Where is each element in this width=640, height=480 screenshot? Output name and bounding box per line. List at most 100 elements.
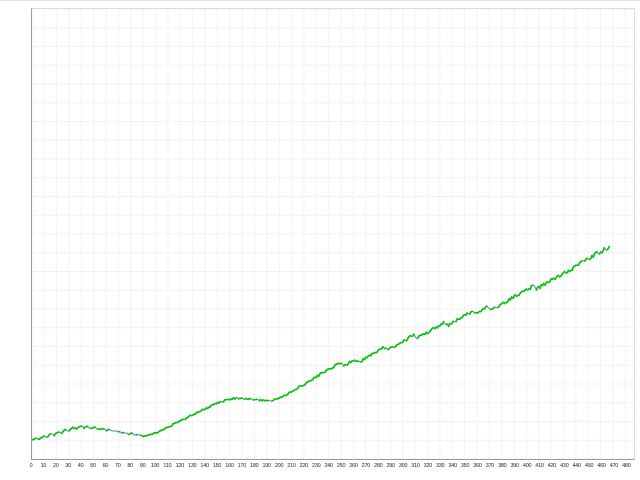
equity-segment-up — [424, 331, 428, 336]
equity-segment-up — [451, 320, 455, 324]
equity-segment-up — [254, 398, 258, 401]
equity-segment-up — [481, 308, 484, 312]
x-axis-tick-label: 450 — [584, 463, 594, 469]
x-axis-tick-label: 440 — [572, 463, 582, 469]
x-axis-tick-label: 40 — [77, 463, 84, 469]
equity-segment-up — [607, 245, 611, 250]
x-axis-tick-label: 220 — [299, 463, 309, 469]
equity-segment-up — [434, 326, 438, 330]
equity-segment-up — [161, 428, 164, 432]
equity-segment-up — [598, 251, 602, 255]
x-axis-tick-label: 20 — [52, 463, 59, 469]
equity-segment-up — [556, 274, 560, 277]
equity-segment-up — [167, 425, 171, 429]
equity-segment-up — [204, 407, 208, 411]
x-axis-tick-label: 470 — [609, 463, 619, 469]
equity-segment-up — [551, 277, 555, 281]
x-axis-tick-label: 210 — [287, 463, 296, 469]
x-axis-tick-label: 0 — [29, 463, 33, 469]
equity-segment-up — [507, 297, 510, 303]
equity-segment-up — [339, 362, 342, 365]
equity-segment-up — [484, 305, 488, 308]
x-axis-tick-label: 120 — [175, 463, 185, 469]
x-axis-tick-label: 330 — [436, 463, 445, 469]
equity-segment-up — [492, 306, 496, 310]
equity-segment-up — [436, 324, 440, 329]
equity-segment-up — [465, 312, 468, 317]
plot-area — [31, 8, 635, 460]
equity-segment-up — [549, 277, 552, 283]
x-axis-tick-label: 60 — [102, 463, 109, 469]
x-axis-tick-label: 140 — [200, 463, 209, 469]
x-axis-tick-label: 400 — [522, 463, 532, 469]
x-axis-tick-label: 250 — [336, 463, 346, 469]
equity-segment-up — [541, 282, 545, 287]
x-axis-tick-label: 270 — [361, 463, 371, 469]
equity-segment-up — [304, 381, 308, 386]
equity-segment-up — [212, 402, 216, 406]
equity-segment-up — [383, 347, 387, 350]
x-axis-tick-label: 260 — [349, 463, 358, 469]
equity-segment-up — [589, 254, 593, 260]
equity-segment-up — [363, 356, 367, 361]
equity-segment-up — [243, 397, 247, 401]
equity-segment-up — [402, 338, 405, 343]
equity-segment-up — [470, 310, 473, 313]
equity-segment-up — [539, 283, 543, 290]
x-axis-tick-label: 290 — [386, 463, 395, 469]
equity-segment-up — [515, 294, 519, 298]
equity-segment-up — [282, 394, 285, 398]
equity-segment-up — [462, 313, 466, 317]
x-axis-tick-label: 380 — [498, 463, 507, 469]
equity-segment-up — [584, 257, 588, 261]
equity-segment-up — [431, 326, 435, 329]
equity-segment-up — [293, 388, 297, 392]
equity-segment-up — [500, 301, 504, 305]
equity-segment-up — [228, 397, 232, 401]
x-axis-tick-label: 130 — [188, 463, 197, 469]
x-axis-tick-label: 50 — [90, 463, 96, 469]
x-axis-tick-label: 160 — [225, 463, 234, 469]
equity-segment-up — [498, 303, 502, 308]
x-axis-tick-label: 240 — [324, 463, 333, 469]
gridlines — [32, 9, 634, 459]
equity-segment-up — [566, 269, 570, 274]
x-axis-tick-label: 30 — [65, 463, 72, 469]
equity-segment-up — [377, 348, 381, 351]
equity-segment-up — [367, 354, 371, 357]
x-axis-tick-label: 300 — [398, 463, 408, 469]
equity-segment-up — [233, 396, 237, 401]
equity-segment-up — [278, 396, 282, 399]
equity-segment-up — [408, 334, 412, 338]
equity-segment-up — [503, 301, 507, 305]
equity-segment-up — [447, 322, 451, 328]
x-axis-tick-label: 70 — [115, 463, 121, 469]
equity-segment-up — [306, 380, 310, 384]
equity-segment-up — [217, 400, 221, 405]
x-axis-tick-label: 150 — [212, 463, 222, 469]
x-axis-tick-label: 200 — [274, 463, 284, 469]
x-axis-tick-label: 360 — [473, 463, 482, 469]
equity-segment-up — [361, 357, 365, 363]
equity-segment-up — [85, 425, 89, 428]
x-axis-tick-label: 430 — [560, 463, 569, 469]
x-axis-tick-label: 190 — [262, 463, 271, 469]
x-axis-tick-label: 180 — [250, 463, 259, 469]
x-axis-tick-label: 90 — [139, 463, 146, 469]
x-axis-tick-label: 310 — [411, 463, 420, 469]
equity-segment-up — [48, 432, 52, 436]
equity-segment-up — [439, 323, 442, 327]
equity-line-winners — [32, 245, 611, 441]
equity-segment-up — [222, 398, 226, 403]
equity-segment-up — [215, 401, 219, 405]
equity-segment-up — [33, 437, 37, 440]
equity-segment-up — [83, 426, 86, 430]
x-axis-tick-label: 460 — [597, 463, 606, 469]
equity-segment-up — [121, 431, 125, 434]
x-axis-tick-label: 280 — [374, 463, 383, 469]
x-axis-tick-label: 410 — [535, 463, 544, 469]
x-axis-tick-label: 10 — [40, 463, 47, 469]
x-axis-tick-label: 370 — [485, 463, 495, 469]
